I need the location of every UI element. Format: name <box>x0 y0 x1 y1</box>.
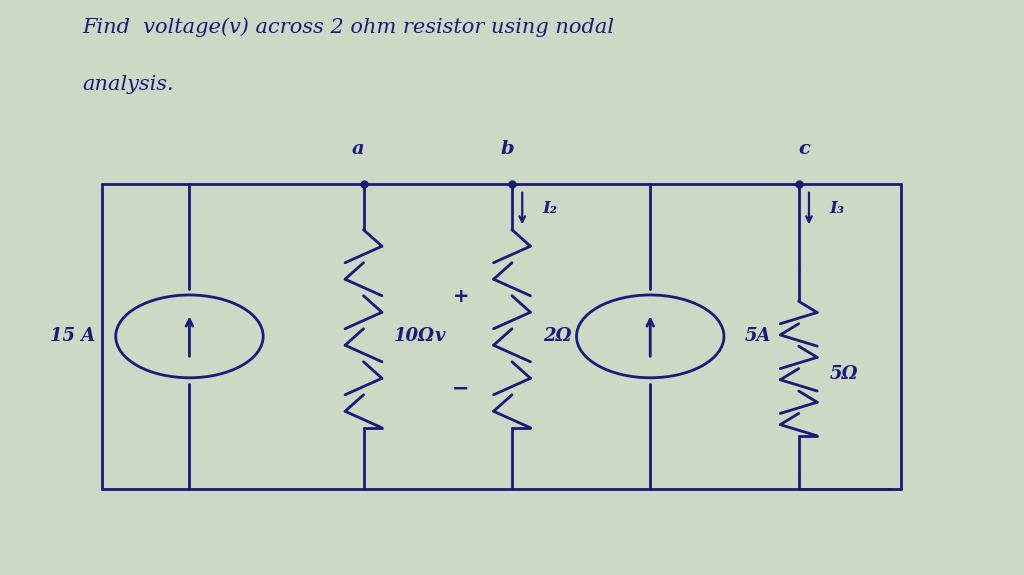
Text: c: c <box>798 140 810 158</box>
Text: 5A: 5A <box>744 327 771 346</box>
Text: analysis.: analysis. <box>82 75 173 94</box>
Text: Find  voltage(v) across 2 ohm resistor using nodal: Find voltage(v) across 2 ohm resistor us… <box>82 17 614 37</box>
Text: 5Ω: 5Ω <box>829 365 858 383</box>
Text: −: − <box>452 378 470 398</box>
Text: 10Ω: 10Ω <box>394 327 435 346</box>
Text: b: b <box>500 140 514 158</box>
Text: I₂: I₂ <box>543 200 558 217</box>
Text: +: + <box>453 286 469 306</box>
Text: a: a <box>352 140 365 158</box>
Text: 15 A: 15 A <box>50 327 95 346</box>
Text: I₃: I₃ <box>829 200 845 217</box>
Text: v: v <box>435 327 445 346</box>
Text: 2Ω: 2Ω <box>543 327 571 346</box>
